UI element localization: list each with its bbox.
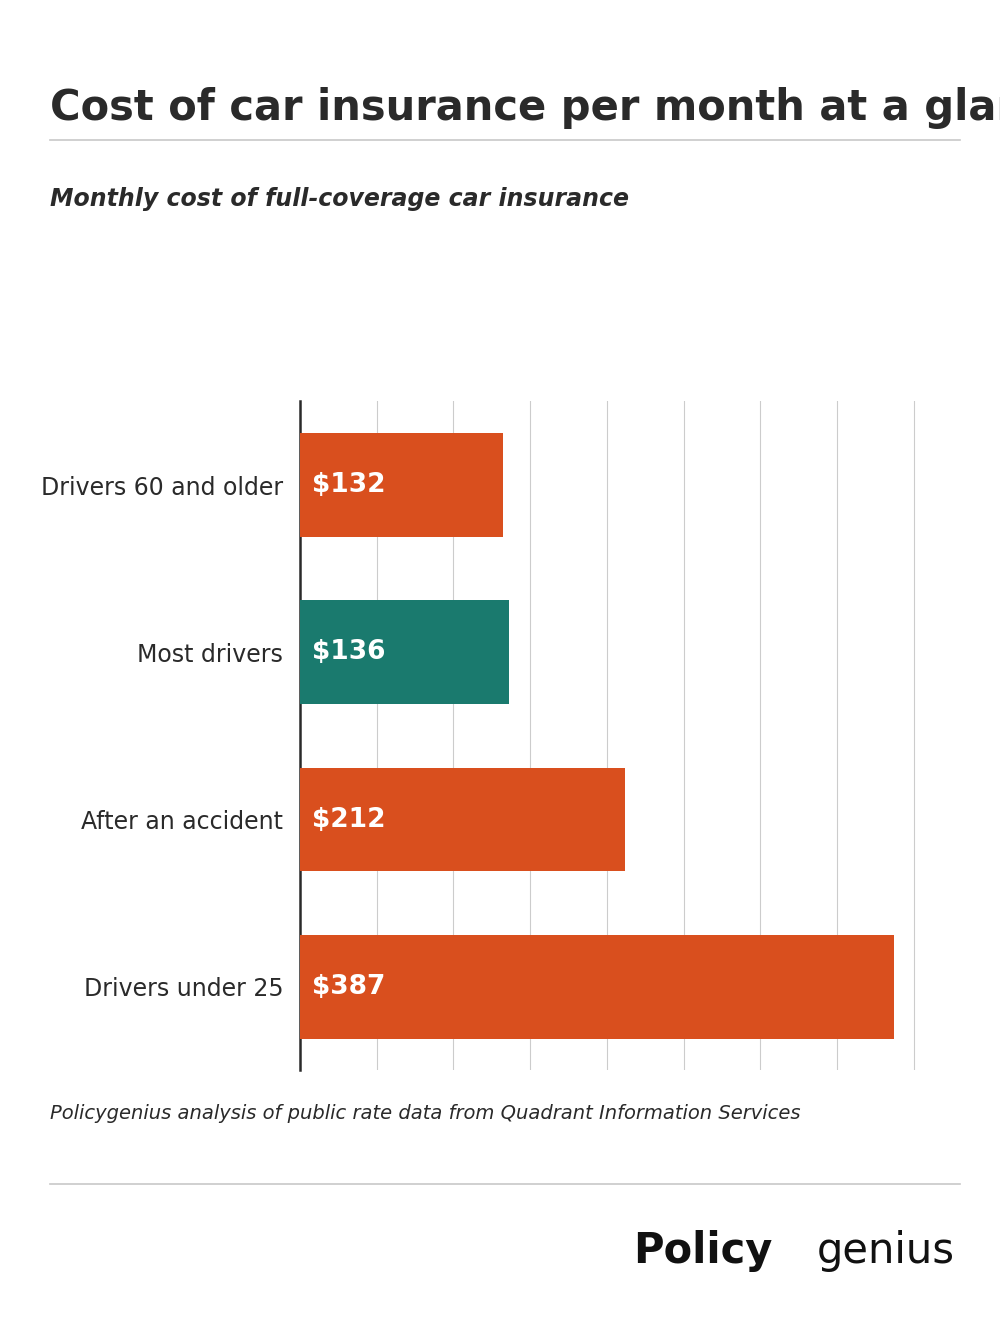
Text: genius: genius bbox=[817, 1230, 955, 1272]
Text: Policy: Policy bbox=[633, 1230, 772, 1272]
Text: Cost of car insurance per month at a glance: Cost of car insurance per month at a gla… bbox=[50, 87, 1000, 128]
Bar bbox=[300, 935, 894, 1038]
Text: $212: $212 bbox=[312, 807, 386, 832]
Bar bbox=[300, 434, 503, 537]
Text: Monthly cost of full-coverage car insurance: Monthly cost of full-coverage car insura… bbox=[50, 187, 629, 211]
Bar bbox=[300, 768, 625, 871]
Text: Policygenius analysis of public rate data from Quadrant Information Services: Policygenius analysis of public rate dat… bbox=[50, 1104, 800, 1123]
Bar bbox=[300, 601, 509, 704]
Text: $136: $136 bbox=[312, 640, 386, 665]
Text: $132: $132 bbox=[312, 472, 386, 498]
Text: $387: $387 bbox=[312, 974, 386, 999]
